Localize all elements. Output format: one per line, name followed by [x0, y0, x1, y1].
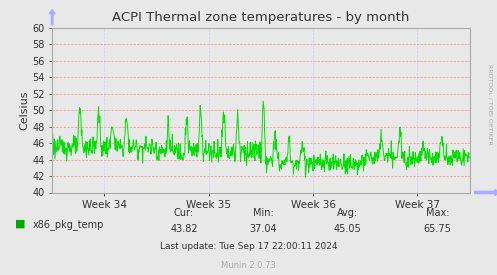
- Text: 65.75: 65.75: [423, 224, 451, 234]
- Y-axis label: Celsius: Celsius: [19, 90, 29, 130]
- Title: ACPI Thermal zone temperatures - by month: ACPI Thermal zone temperatures - by mont…: [112, 10, 410, 24]
- Text: Last update: Tue Sep 17 22:00:11 2024: Last update: Tue Sep 17 22:00:11 2024: [160, 242, 337, 251]
- Text: ■: ■: [15, 219, 25, 229]
- Text: Munin 2.0.73: Munin 2.0.73: [221, 261, 276, 270]
- Text: Cur:: Cur:: [174, 208, 194, 218]
- Text: 37.04: 37.04: [249, 224, 277, 234]
- Text: 43.82: 43.82: [170, 224, 198, 234]
- Text: x86_pkg_temp: x86_pkg_temp: [32, 219, 104, 230]
- Text: Avg:: Avg:: [337, 208, 358, 218]
- Text: RRDTOOL / TOBI OETIKER: RRDTOOL / TOBI OETIKER: [487, 64, 492, 145]
- Text: Min:: Min:: [253, 208, 274, 218]
- Text: 45.05: 45.05: [334, 224, 362, 234]
- Text: Max:: Max:: [425, 208, 449, 218]
